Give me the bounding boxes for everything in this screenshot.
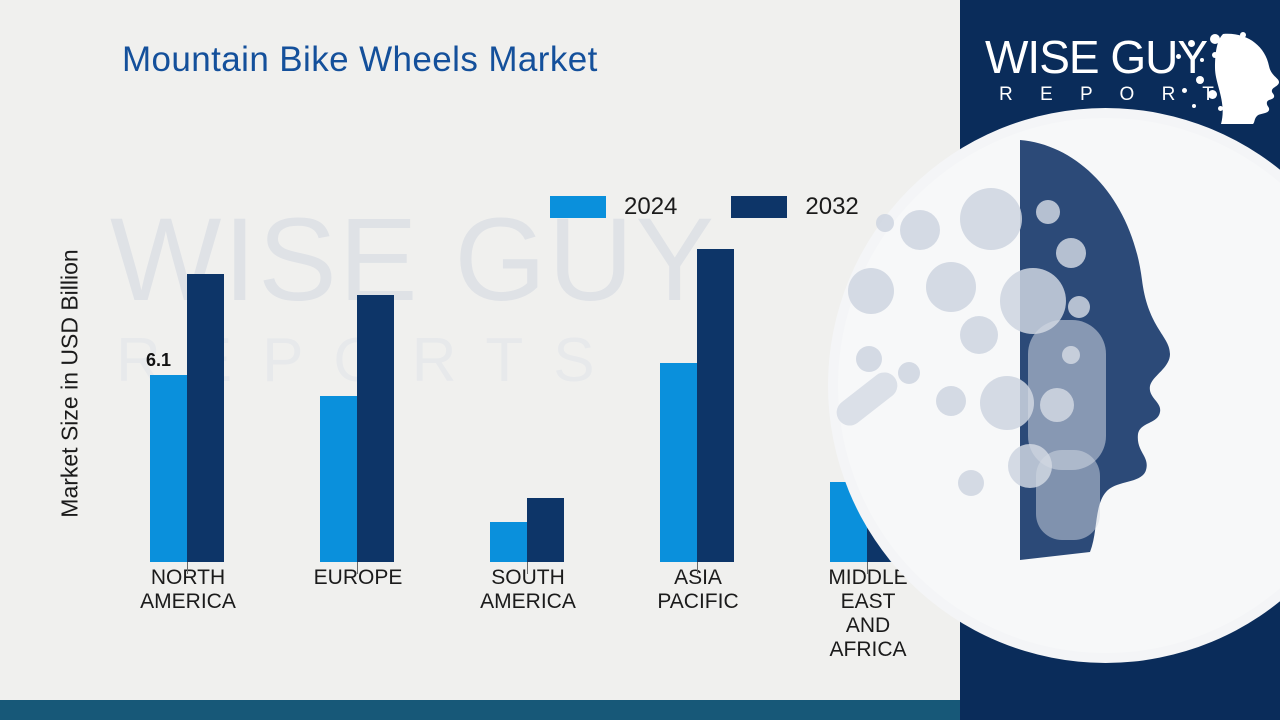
bar-value-label: 6.1 (146, 349, 172, 370)
legend-label-2024: 2024 (624, 193, 678, 220)
bar-2032[interactable] (697, 249, 734, 562)
x-axis-category-labels: NORTH AMERICA EUROPE SOUTH AMERICA ASIA PACIFI… (110, 566, 940, 686)
legend-swatch-2024 (550, 196, 606, 218)
logo-wordmark-secondary: R E P O R T S (999, 84, 1265, 105)
bar-2024[interactable] (320, 396, 357, 562)
bar-group (480, 200, 576, 562)
x-axis-label: ASIA PACIFIC (657, 566, 739, 613)
bar-group: 6.1 (140, 200, 236, 562)
brand-logo[interactable]: WISE GUY R E P O R T S (985, 30, 1279, 124)
logo-wordmark-primary: WISE GUY (985, 31, 1208, 83)
x-axis-tick (697, 562, 698, 574)
x-axis-tick (187, 562, 188, 574)
bar-chart: Market Size in USD Billion 2024 2032 6.1… (56, 193, 940, 686)
bar-group (310, 200, 406, 562)
bar-2032[interactable] (187, 273, 224, 562)
x-axis-label: NORTH AMERICA (140, 566, 236, 613)
bar-2024[interactable] (490, 522, 527, 562)
x-axis-label: EUROPE (313, 566, 403, 589)
x-axis-label: SOUTH AMERICA (480, 566, 576, 613)
legend-item-2024[interactable]: 2024 (550, 193, 677, 221)
brain-dot-cluster (831, 150, 1180, 620)
legend-label-2032: 2032 (805, 193, 859, 220)
bar-2032[interactable] (527, 497, 564, 562)
logo-head-profile-icon (1215, 33, 1279, 124)
bar-group (650, 200, 746, 562)
page-title: Mountain Bike Wheels Market (122, 40, 598, 79)
x-axis-tick (527, 562, 528, 574)
legend-swatch-2032 (731, 196, 788, 218)
bar-2032[interactable] (357, 295, 394, 562)
chart-legend: 2024 2032 (550, 193, 859, 221)
legend-item-2032[interactable]: 2032 (731, 193, 859, 221)
x-axis-label: MIDDLE EAST AND AFRICA (828, 566, 908, 661)
x-axis-tick (357, 562, 358, 574)
x-axis-tick (867, 562, 868, 574)
bottom-accent-strip (0, 700, 960, 720)
bar-2024[interactable] (150, 374, 187, 562)
y-axis-label: Market Size in USD Billion (56, 249, 83, 518)
plot-area: 6.1 (110, 200, 940, 562)
bar-2024[interactable] (660, 362, 697, 562)
